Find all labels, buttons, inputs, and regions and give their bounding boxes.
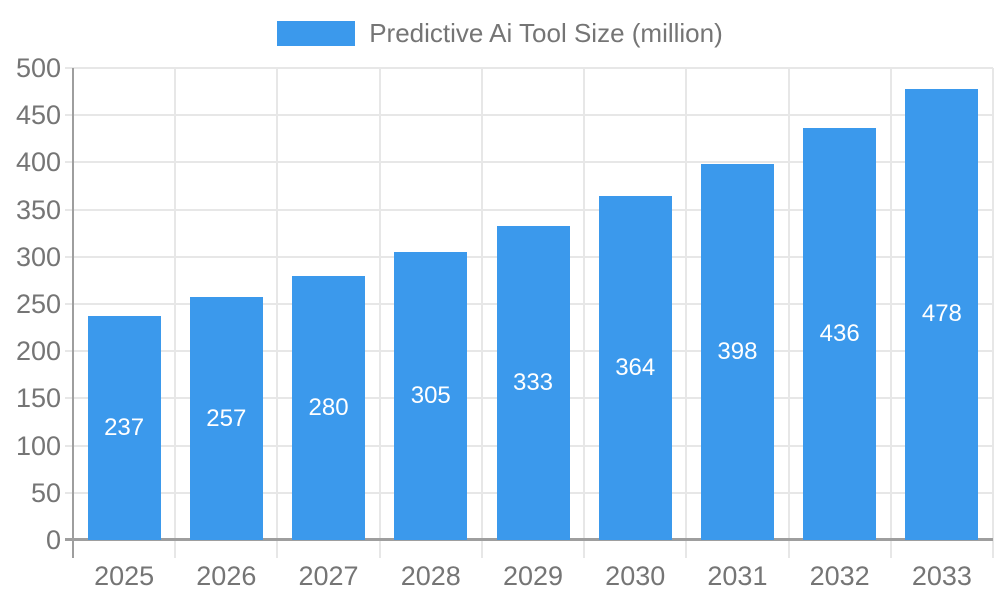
bar-value-label-2025: 237 [104, 414, 145, 442]
y-tick-label-50: 50 [30, 477, 61, 508]
x-tick-label-2032: 2032 [809, 561, 870, 591]
bar-2026[interactable]: 257 [189, 297, 263, 540]
bar-value-label-2032: 436 [819, 320, 860, 348]
bar-value-label-2030: 364 [615, 354, 656, 382]
y-tick-label-250: 250 [15, 289, 61, 319]
bar-2032[interactable]: 436 [803, 128, 877, 540]
y-tick-label-200: 200 [15, 336, 61, 367]
legend-swatch [277, 21, 356, 46]
x-tick-label-2031: 2031 [707, 561, 768, 591]
bar-2025[interactable]: 237 [87, 316, 161, 540]
bar-value-label-2027: 280 [308, 393, 349, 421]
bar-value-label-2031: 398 [717, 338, 758, 366]
bar-2027[interactable]: 280 [292, 275, 366, 540]
bar-2033[interactable]: 478 [905, 88, 979, 540]
bar-value-label-2029: 333 [512, 368, 554, 396]
h-gridline-350 [65, 208, 993, 211]
bar-2030[interactable]: 364 [598, 196, 672, 540]
x-tick-label-2030: 2030 [605, 561, 666, 591]
y-tick-label-300: 300 [15, 241, 61, 272]
x-tick-label-2025: 2025 [94, 561, 155, 591]
y-tick-label-100: 100 [15, 430, 61, 461]
y-tick-label-350: 350 [15, 194, 61, 225]
v-gridline-2 [276, 68, 279, 558]
v-gridline-8 [889, 68, 892, 558]
v-gridline-4 [480, 68, 483, 558]
y-axis-line [72, 68, 74, 558]
y-tick-label-0: 0 [45, 525, 61, 555]
bar-2029[interactable]: 333 [496, 225, 570, 540]
x-tick-label-2027: 2027 [298, 561, 359, 591]
bar-value-label-2033: 478 [921, 300, 962, 328]
legend-item[interactable]: Predictive Ai Tool Size (million) [0, 18, 1000, 49]
bar-2031[interactable]: 398 [700, 164, 774, 540]
bar-value-label-2026: 257 [206, 404, 247, 432]
legend-label: Predictive Ai Tool Size (million) [369, 18, 723, 48]
y-tick-label-450: 450 [15, 100, 61, 131]
plot-area: 0 50 100 150 200 250 300 350 400 450 500 237 2025 257… [16, 53, 994, 591]
x-tick-label-2028: 2028 [400, 561, 461, 591]
bar-value-label-2028: 305 [410, 382, 451, 410]
bar-2028[interactable]: 305 [394, 252, 468, 540]
y-tick-label-500: 500 [15, 53, 61, 83]
x-tick-label-2033: 2033 [911, 561, 972, 591]
v-gridline-3 [378, 68, 381, 558]
y-tick-label-150: 150 [15, 383, 61, 414]
y-tick-label-400: 400 [15, 147, 61, 178]
v-gridline-6 [685, 68, 688, 558]
x-tick-label-2026: 2026 [196, 561, 257, 591]
x-tick-label-2029: 2029 [502, 561, 564, 591]
h-gridline-400 [65, 161, 993, 164]
v-gridline-5 [583, 68, 586, 558]
h-gridline-500 [65, 67, 993, 69]
v-gridline-7 [787, 68, 790, 558]
v-gridline-1 [174, 68, 177, 558]
v-gridline-9 [992, 68, 994, 558]
h-gridline-450 [65, 114, 993, 117]
